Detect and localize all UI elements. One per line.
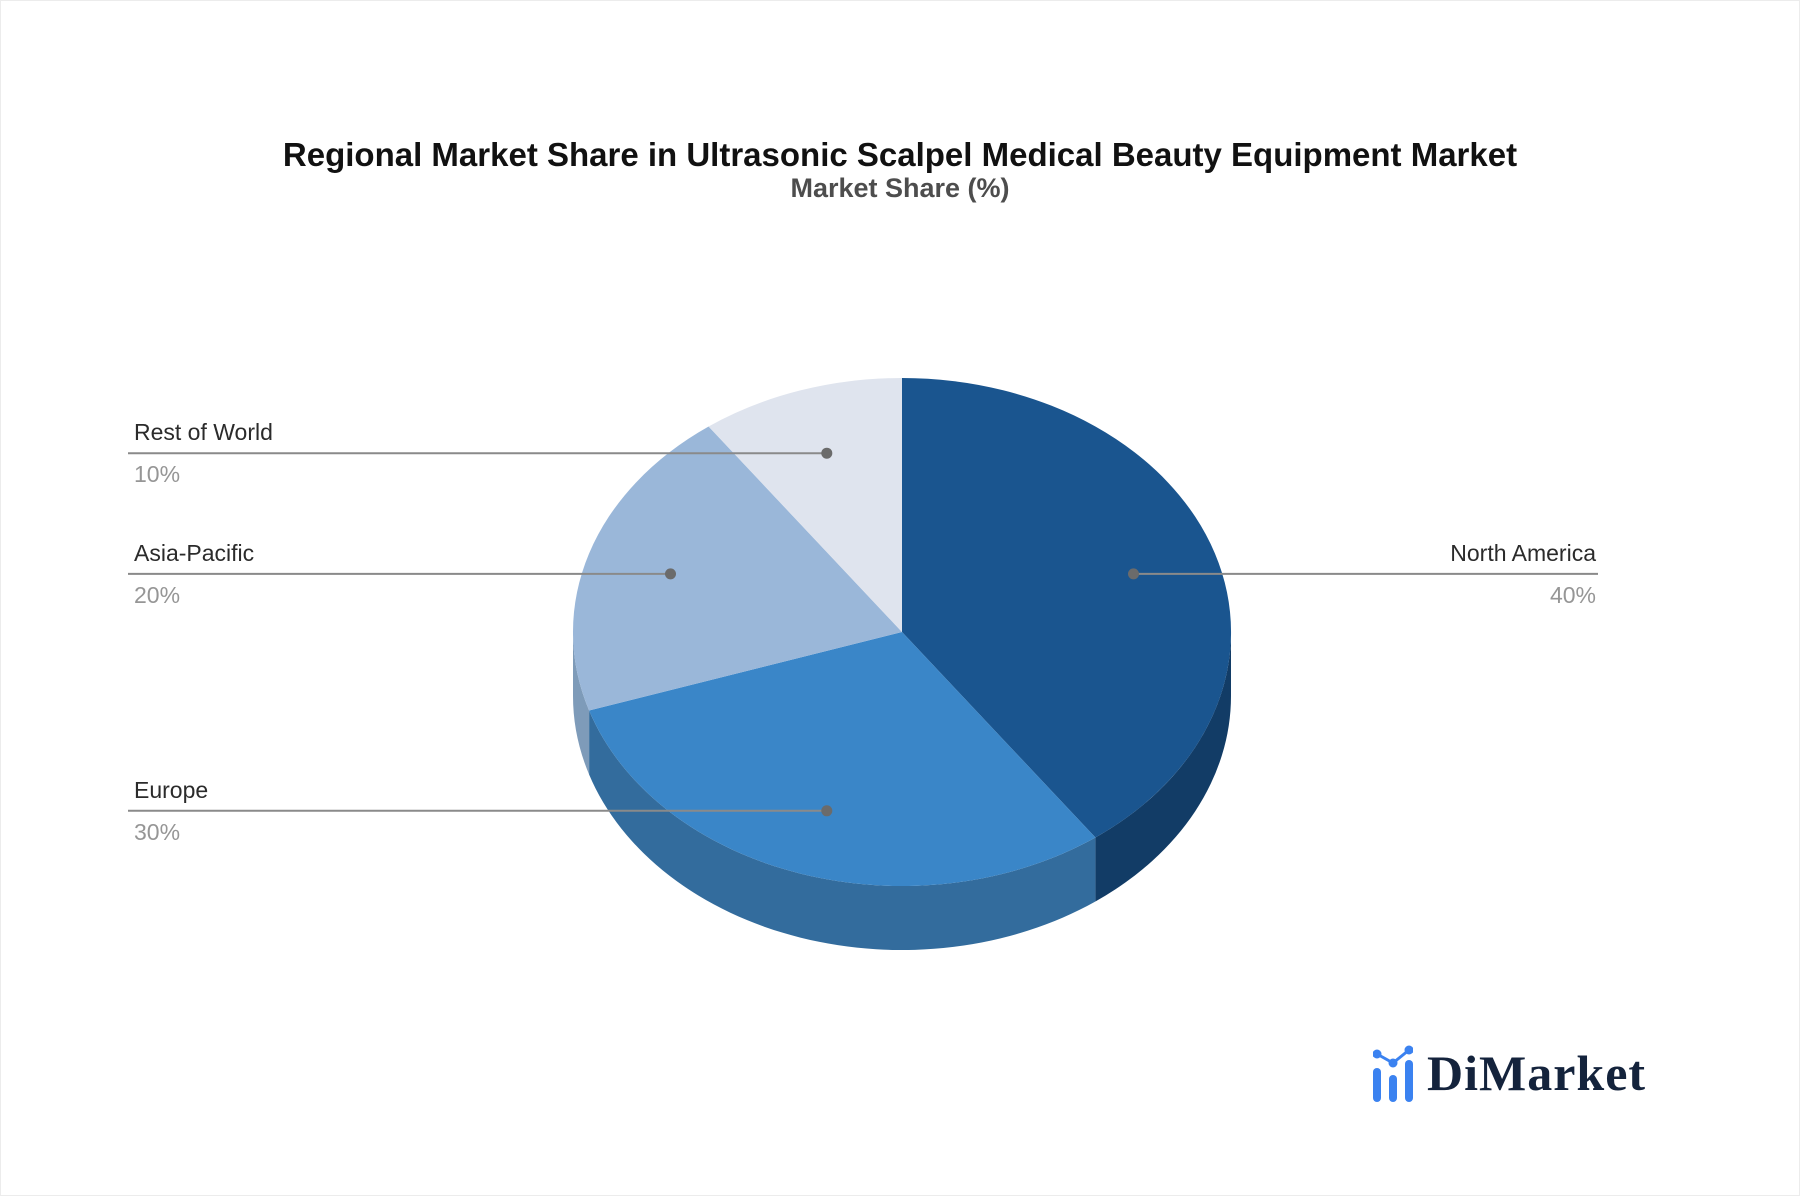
slice-label: Rest of World: [134, 419, 273, 446]
callout-dot-europe: [821, 805, 833, 817]
bar-chart-trend-icon: [1373, 1045, 1413, 1102]
pie-slice-side-asia-pacific: [573, 632, 590, 775]
callout-dot-north-america: [1128, 568, 1139, 580]
logo-text: DiMarket: [1427, 1045, 1647, 1101]
pie-slice-europe: [589, 632, 1096, 887]
slice-percentage: 40%: [1549, 581, 1596, 608]
chart-title: Regional Market Share in Ultrasonic Scal…: [282, 136, 1518, 173]
slice-percentage: 10%: [134, 461, 181, 488]
dimarket-logo: DiMarket: [1373, 1043, 1646, 1103]
slice-label: North America: [1450, 539, 1596, 566]
callout-north-america: North America 40%: [1450, 540, 1596, 608]
pie-slice-side-europe: [589, 710, 1096, 951]
callout-dot-rest-of-world: [821, 447, 833, 459]
slice-label: Asia-Pacific: [134, 539, 255, 566]
callout-dot-asia-pacific: [665, 568, 676, 580]
callout-rest-of-world: Rest of World 10%: [134, 419, 273, 487]
callout-asia-pacific: Asia-Pacific 20%: [134, 540, 254, 608]
slice-label: Europe: [134, 776, 209, 803]
slice-percentage: 30%: [134, 818, 181, 845]
chart-subtitle: Market Share (%): [790, 173, 1010, 203]
slice-percentage: 20%: [134, 581, 181, 608]
callout-europe: Europe 30%: [134, 777, 208, 845]
pie-slice-north-america: [902, 378, 1232, 838]
pie-slice-rest-of-world: [708, 378, 902, 632]
pie-slice-side-north-america: [1095, 632, 1231, 902]
pie-slice-asia-pacific: [572, 426, 902, 711]
